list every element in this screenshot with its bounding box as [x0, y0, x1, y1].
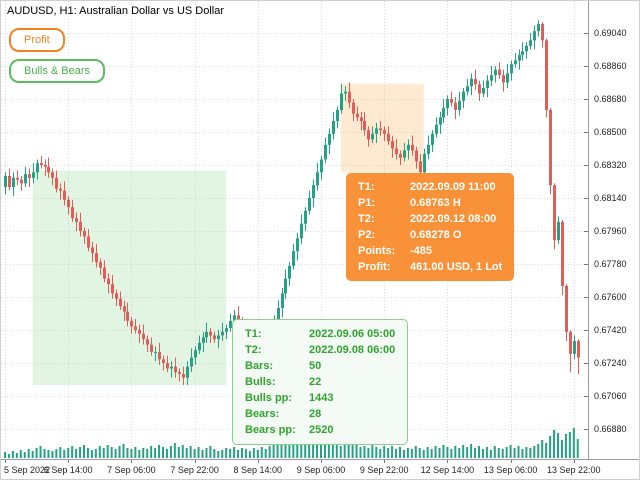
- tooltip-row-value: 2520: [309, 424, 334, 436]
- time-axis-label: 9 Sep 06:00: [296, 465, 346, 475]
- price-axis-label: 0.69040: [594, 28, 627, 38]
- tooltip-row-label: Points:: [358, 245, 396, 257]
- time-axis-label: 8 Sep 14:00: [233, 465, 283, 475]
- tooltip-row-label: Bars:: [245, 360, 274, 372]
- tooltip-row-label: Bulls:: [245, 376, 276, 388]
- price-axis-label: 0.67960: [594, 226, 627, 236]
- tooltip-row: T2: 2022.09.12 08:00: [358, 211, 502, 227]
- time-axis-label: 7 Sep 22:00: [170, 465, 219, 475]
- time-axis-label: 7 Sep 06:00: [107, 465, 156, 475]
- tooltip-row-value: 50: [309, 360, 322, 372]
- tooltip-row-label: Bears pp:: [245, 424, 296, 436]
- tooltip-row: P1: 0.68763 H: [358, 195, 502, 211]
- tooltip-row-label: Bears:: [245, 408, 280, 420]
- profit-tooltip[interactable]: T1: 2022.09.09 11:00 P1: 0.68763 H T2: 2…: [346, 173, 515, 281]
- time-axis-label: 9 Sep 22:00: [359, 465, 409, 475]
- tooltip-row-value: 461.00 USD, 1 Lot: [410, 261, 503, 273]
- tooltip-row: Points: -485: [358, 243, 502, 259]
- price-axis-label: 0.67600: [594, 292, 627, 302]
- tooltip-row-label: Profit:: [358, 261, 391, 273]
- time-axis[interactable]: 5 Sep 2022 6 Sep 14:00 7 Sep 06:00 7 Sep 22…: [1, 459, 639, 479]
- tooltip-row-value: 22: [309, 376, 322, 388]
- tooltip-row-label: T1:: [358, 181, 375, 193]
- tooltip-row: Bears: 28: [245, 406, 395, 422]
- price-axis-label: 0.67780: [594, 259, 627, 269]
- price-axis-label: 0.68320: [594, 160, 627, 170]
- tooltip-row: Profit: 461.00 USD, 1 Lot: [358, 259, 502, 275]
- tooltip-row-value: 2022.09.12 08:00: [410, 213, 497, 225]
- tooltip-row-value: 2022.09.08 06:00: [309, 344, 396, 356]
- price-axis-label: 0.68680: [594, 94, 627, 104]
- price-axis-label: 0.67240: [594, 358, 627, 368]
- tooltip-row-value: 1443: [309, 392, 334, 404]
- tooltip-row: P2: 0.68278 O: [358, 227, 502, 243]
- tooltip-row: Bars: 50: [245, 358, 395, 374]
- tooltip-row-label: P2:: [358, 229, 376, 241]
- price-axis[interactable]: 0.69040 0.68860 0.68680 0.68500 0.68320 0.681…: [588, 1, 639, 459]
- tooltip-row-value: 2022.09.09 11:00: [410, 181, 496, 193]
- tooltip-row-label: T2:: [245, 344, 262, 356]
- bulls-bears-range-region: [32, 170, 227, 385]
- tooltip-row-label: Bulls pp:: [245, 392, 293, 404]
- price-axis-label: 0.68140: [594, 193, 627, 203]
- tooltip-row-value: 0.68763 H: [410, 197, 461, 209]
- bulls-bears-button[interactable]: Bulls & Bears: [9, 59, 106, 83]
- price-axis-label: 0.67060: [594, 391, 627, 401]
- tooltip-row: T1: 2022.09.09 11:00: [358, 179, 502, 195]
- profit-button[interactable]: Profit: [9, 28, 65, 52]
- tooltip-row: T2: 2022.09.08 06:00: [245, 342, 395, 358]
- time-axis-label: 13 Sep 06:00: [483, 465, 538, 475]
- time-axis-label: 12 Sep 14:00: [420, 465, 475, 475]
- bulls-bears-tooltip[interactable]: T1: 2022.09.06 05:00 T2: 2022.09.08 06:0…: [232, 319, 409, 445]
- tooltip-row: Bulls pp: 1443: [245, 390, 395, 406]
- tooltip-row-label: T2:: [358, 213, 375, 225]
- chart-title: AUDUSD, H1: Australian Dollar vs US Doll…: [7, 5, 225, 17]
- tooltip-row: Bulls: 22: [245, 374, 395, 390]
- tooltip-row-label: P1:: [358, 197, 376, 209]
- time-axis-label: 13 Sep 22:00: [547, 465, 601, 475]
- tooltip-row: Bears pp: 2520: [245, 422, 395, 438]
- tooltip-row: T1: 2022.09.06 05:00: [245, 326, 395, 342]
- tooltip-row-value: 0.68278 O: [410, 229, 462, 241]
- time-axis-label: 5 Sep 2022: [4, 465, 51, 475]
- price-axis-label: 0.66880: [594, 424, 627, 434]
- tooltip-row-value: 2022.09.06 05:00: [309, 328, 396, 340]
- price-axis-label: 0.68500: [594, 127, 627, 137]
- price-axis-label: 0.67420: [594, 325, 627, 335]
- price-axis-label: 0.68860: [594, 61, 627, 71]
- profit-range-region: [340, 83, 424, 173]
- tooltip-row-value: 28: [309, 408, 322, 420]
- tooltip-row-label: T1:: [245, 328, 262, 340]
- time-axis-label: 6 Sep 14:00: [43, 465, 93, 475]
- tooltip-row-value: -485: [410, 245, 433, 257]
